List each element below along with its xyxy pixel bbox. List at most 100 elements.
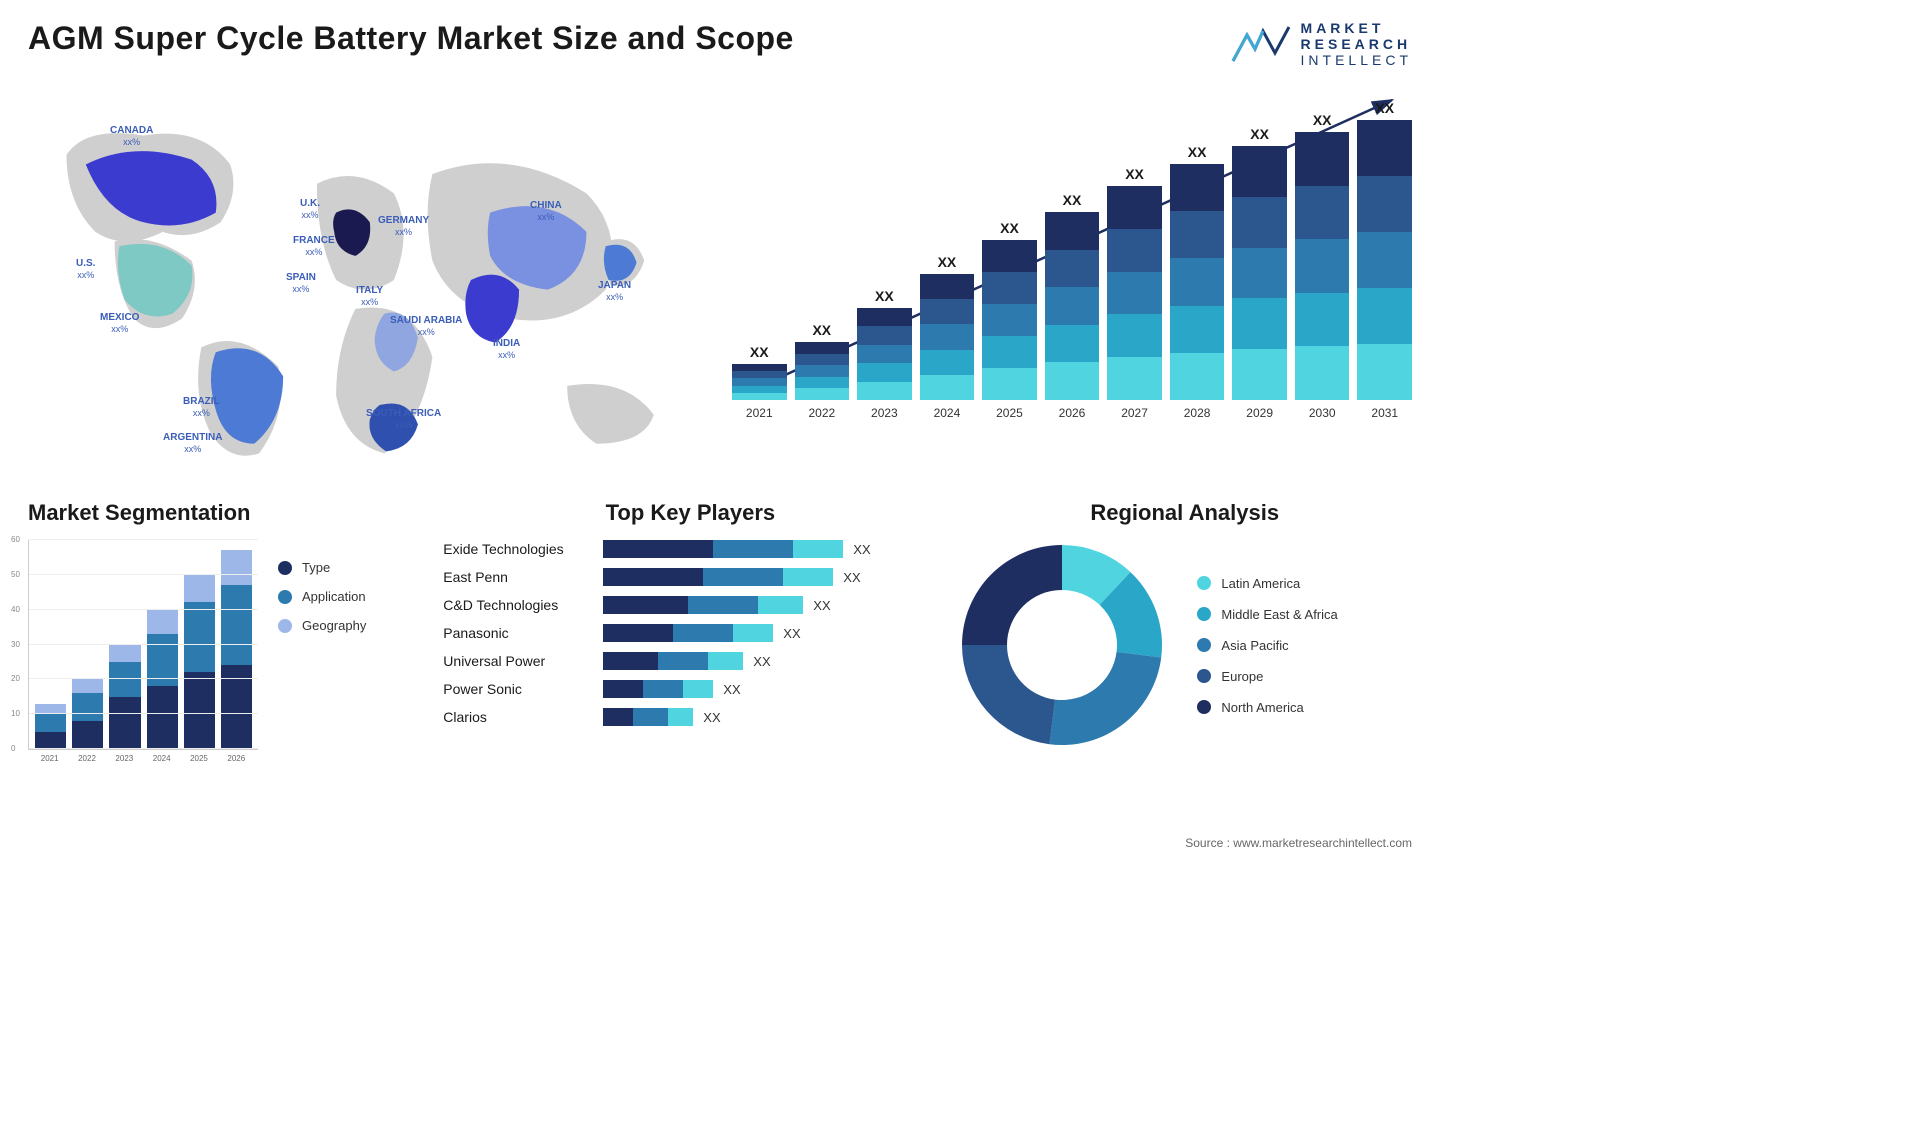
donut-slice-europe	[962, 645, 1055, 744]
map-label-argentina: ARGENTINAxx%	[163, 432, 222, 455]
player-value: XX	[753, 654, 770, 669]
world-map-panel: CANADAxx% U.S.xx% MEXICOxx% BRAZILxx% ARGENT…	[28, 80, 702, 480]
seg-legend-type: Type	[278, 560, 366, 575]
growth-bar-label: XX	[1188, 144, 1207, 160]
player-name: Universal Power	[443, 653, 593, 669]
player-name: Panasonic	[443, 625, 593, 641]
players-title: Top Key Players	[443, 500, 937, 526]
players-panel: Top Key Players Exide TechnologiesXXEast…	[443, 500, 937, 763]
seg-bar-2021	[35, 704, 66, 750]
regional-legend-north-america: North America	[1197, 700, 1337, 715]
regional-panel: Regional Analysis Latin America Middle Ea…	[957, 500, 1412, 763]
player-value: XX	[813, 598, 830, 613]
map-label-japan: JAPANxx%	[598, 280, 631, 303]
page-title: AGM Super Cycle Battery Market Size and …	[28, 20, 794, 57]
growth-year-label: 2031	[1371, 406, 1398, 420]
seg-year-label: 2026	[221, 754, 252, 763]
seg-year-label: 2023	[109, 754, 140, 763]
logo-text-2: RESEARCH	[1301, 36, 1412, 52]
growth-bar-label: XX	[812, 322, 831, 338]
growth-year-label: 2022	[808, 406, 835, 420]
growth-bar-label: XX	[875, 288, 894, 304]
growth-year-label: 2024	[934, 406, 961, 420]
player-value: XX	[783, 626, 800, 641]
growth-year-label: 2030	[1309, 406, 1336, 420]
map-label-mexico: MEXICOxx%	[100, 312, 139, 335]
map-label-france: FRANCExx%	[293, 235, 335, 258]
seg-legend-application: Application	[278, 589, 366, 604]
growth-year-label: 2029	[1246, 406, 1273, 420]
regional-legend-middle-east---africa: Middle East & Africa	[1197, 607, 1337, 622]
growth-bar-2029: XX 2029	[1232, 126, 1287, 420]
growth-bar-label: XX	[1063, 192, 1082, 208]
growth-bar-2031: XX 2031	[1357, 100, 1412, 420]
player-value: XX	[843, 570, 860, 585]
regional-legend-europe: Europe	[1197, 669, 1337, 684]
player-name: East Penn	[443, 569, 593, 585]
donut-chart	[957, 540, 1167, 750]
map-label-italy: ITALYxx%	[356, 285, 383, 308]
growth-bar-2024: XX 2024	[920, 254, 975, 420]
seg-bar-2023	[109, 644, 140, 749]
growth-bar-2028: XX 2028	[1170, 144, 1225, 420]
regional-title: Regional Analysis	[957, 500, 1412, 526]
seg-year-label: 2025	[183, 754, 214, 763]
seg-year-label: 2024	[146, 754, 177, 763]
donut-slice-north-america	[962, 545, 1062, 645]
growth-year-label: 2023	[871, 406, 898, 420]
growth-bar-label: XX	[938, 254, 957, 270]
player-row-east-penn: East Penn XX	[443, 568, 937, 586]
logo-text-3: INTELLECT	[1301, 52, 1412, 68]
map-label-uk: U.K.xx%	[300, 198, 320, 221]
growth-bar-label: XX	[1313, 112, 1332, 128]
player-row-panasonic: Panasonic XX	[443, 624, 937, 642]
regional-legend-asia-pacific: Asia Pacific	[1197, 638, 1337, 653]
growth-bar-2030: XX 2030	[1295, 112, 1350, 420]
growth-year-label: 2028	[1184, 406, 1211, 420]
player-name: Power Sonic	[443, 681, 593, 697]
player-name: Exide Technologies	[443, 541, 593, 557]
growth-bar-2025: XX2025	[982, 220, 1037, 420]
player-value: XX	[723, 682, 740, 697]
map-label-china: CHINAxx%	[530, 200, 562, 223]
donut-slice-asia-pacific	[1050, 652, 1162, 745]
logo-text-1: MARKET	[1301, 20, 1412, 36]
seg-year-label: 2021	[34, 754, 65, 763]
map-label-saudiarabia: SAUDI ARABIAxx%	[390, 315, 462, 338]
growth-year-label: 2021	[746, 406, 773, 420]
player-value: XX	[703, 710, 720, 725]
map-label-brazil: BRAZILxx%	[183, 396, 220, 419]
player-name: C&D Technologies	[443, 597, 593, 613]
segmentation-title: Market Segmentation	[28, 500, 423, 526]
map-label-india: INDIAxx%	[493, 338, 520, 361]
player-row-universal-power: Universal Power XX	[443, 652, 937, 670]
growth-year-label: 2026	[1059, 406, 1086, 420]
map-label-us: U.S.xx%	[76, 258, 95, 281]
player-row-c-d-technologies: C&D Technologies XX	[443, 596, 937, 614]
growth-year-label: 2027	[1121, 406, 1148, 420]
growth-bar-2022: XX 2022	[795, 322, 850, 420]
growth-bar-2021: XX 2021	[732, 344, 787, 420]
growth-bar-label: XX	[1125, 166, 1144, 182]
regional-legend-latin-america: Latin America	[1197, 576, 1337, 591]
map-label-canada: CANADAxx%	[110, 125, 153, 148]
source-attribution: Source : www.marketresearchintellect.com	[1185, 836, 1412, 850]
seg-year-label: 2022	[71, 754, 102, 763]
map-label-southafrica: SOUTH AFRICAxx%	[366, 408, 441, 431]
seg-legend-geography: Geography	[278, 618, 366, 633]
growth-bar-label: XX	[1250, 126, 1269, 142]
player-row-power-sonic: Power Sonic XX	[443, 680, 937, 698]
segmentation-panel: Market Segmentation 0102030405060 202120…	[28, 500, 423, 763]
brand-logo: MARKET RESEARCH INTELLECT	[1231, 20, 1412, 68]
player-row-exide-technologies: Exide TechnologiesXX	[443, 540, 937, 558]
growth-bar-2027: XX 2027	[1107, 166, 1162, 420]
growth-bar-label: XX	[1375, 100, 1394, 116]
seg-bar-2026	[221, 550, 252, 750]
map-label-spain: SPAINxx%	[286, 272, 316, 295]
player-row-clarios: ClariosXX	[443, 708, 937, 726]
seg-bar-2025	[184, 574, 215, 749]
growth-bar-2023: XX 2023	[857, 288, 912, 420]
growth-bar-2026: XX 2026	[1045, 192, 1100, 420]
growth-bar-label: XX	[750, 344, 769, 360]
growth-chart-panel: XX 2021 XX 2022 XX 2023 XX 2024 XX2025 XX 2026 XX 20…	[732, 80, 1412, 480]
